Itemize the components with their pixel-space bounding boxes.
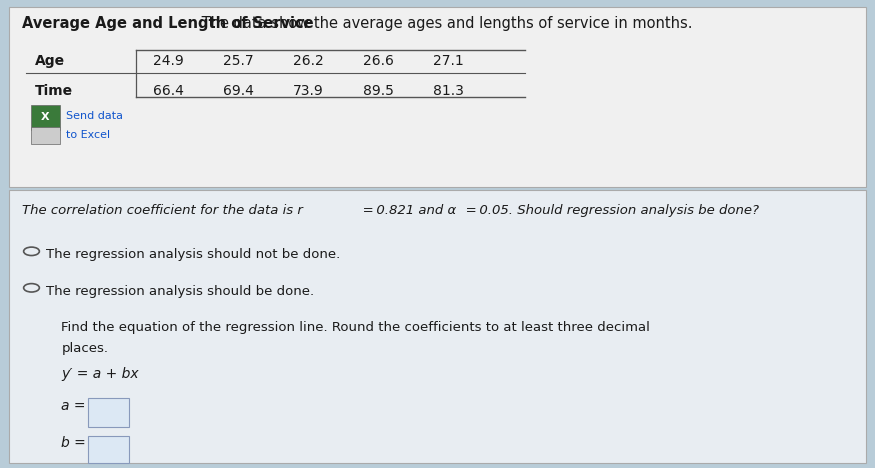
Text: places.: places. [61,342,108,355]
Text: to Excel: to Excel [66,130,109,140]
Text: a =: a = [61,399,86,413]
FancyBboxPatch shape [31,127,60,144]
Text: Find the equation of the regression line. Round the coefficients to at least thr: Find the equation of the regression line… [61,321,650,334]
Text: 24.9: 24.9 [153,54,184,68]
FancyBboxPatch shape [9,190,866,463]
Text: 26.2: 26.2 [293,54,324,68]
Text: The correlation coefficient for the data is r: The correlation coefficient for the data… [22,204,303,217]
Text: Average Age and Length of Service: Average Age and Length of Service [22,16,313,31]
Text: Time: Time [35,84,74,98]
Text: 81.3: 81.3 [433,84,464,98]
Text: y′ = a + bx: y′ = a + bx [61,367,139,381]
Text: b =: b = [61,436,86,450]
Text: 25.7: 25.7 [223,54,254,68]
FancyBboxPatch shape [88,436,129,463]
Text: Send data: Send data [66,111,123,121]
Text: The regression analysis should not be done.: The regression analysis should not be do… [46,248,340,261]
Text: Age: Age [35,54,65,68]
FancyBboxPatch shape [88,398,129,427]
Text: The regression analysis should be done.: The regression analysis should be done. [46,285,314,298]
Text: 73.9: 73.9 [293,84,324,98]
Text: 89.5: 89.5 [363,84,394,98]
Text: 26.6: 26.6 [363,54,394,68]
FancyBboxPatch shape [31,105,60,130]
Text: = 0.821 and α: = 0.821 and α [360,204,456,217]
Text: X: X [41,112,50,122]
Text: The data show the average ages and lengths of service in months.: The data show the average ages and lengt… [197,16,692,31]
Text: = 0.05. Should regression analysis be done?: = 0.05. Should regression analysis be do… [463,204,759,217]
Text: 66.4: 66.4 [153,84,184,98]
Text: 69.4: 69.4 [223,84,254,98]
FancyBboxPatch shape [9,7,866,187]
Text: 27.1: 27.1 [433,54,464,68]
